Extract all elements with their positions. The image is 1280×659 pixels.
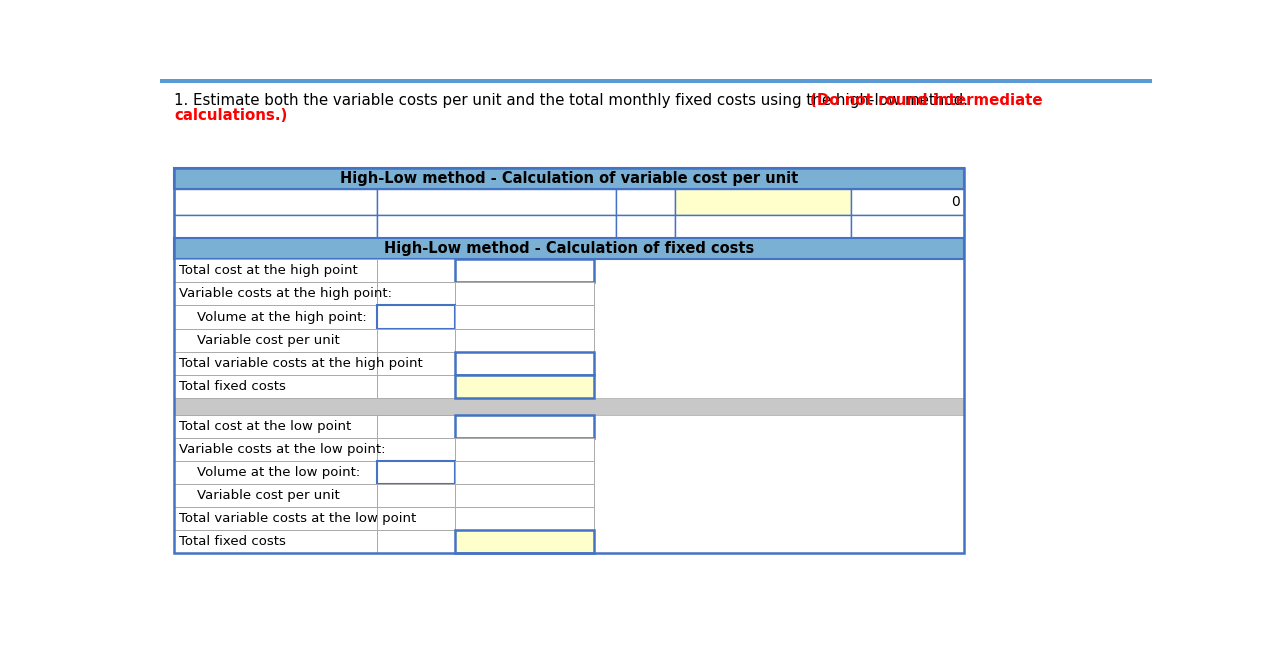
- FancyBboxPatch shape: [174, 415, 378, 438]
- Text: Total variable costs at the low point: Total variable costs at the low point: [179, 512, 416, 525]
- FancyBboxPatch shape: [378, 461, 454, 484]
- FancyBboxPatch shape: [174, 282, 378, 306]
- FancyBboxPatch shape: [378, 530, 454, 554]
- FancyBboxPatch shape: [174, 438, 378, 461]
- FancyBboxPatch shape: [454, 461, 594, 484]
- FancyBboxPatch shape: [616, 215, 675, 238]
- Text: Total cost at the high point: Total cost at the high point: [179, 264, 357, 277]
- FancyBboxPatch shape: [378, 189, 616, 215]
- FancyBboxPatch shape: [378, 507, 454, 530]
- Text: Total variable costs at the high point: Total variable costs at the high point: [179, 357, 422, 370]
- FancyBboxPatch shape: [675, 215, 851, 238]
- Text: Variable costs at the high point:: Variable costs at the high point:: [179, 287, 392, 301]
- FancyBboxPatch shape: [174, 507, 378, 530]
- FancyBboxPatch shape: [174, 484, 378, 507]
- FancyBboxPatch shape: [174, 329, 378, 352]
- FancyBboxPatch shape: [454, 352, 594, 375]
- FancyBboxPatch shape: [616, 189, 675, 215]
- FancyBboxPatch shape: [454, 484, 594, 507]
- Text: (Do not round intermediate: (Do not round intermediate: [810, 93, 1043, 108]
- FancyBboxPatch shape: [851, 189, 964, 215]
- FancyBboxPatch shape: [174, 189, 378, 215]
- FancyBboxPatch shape: [454, 530, 594, 554]
- Text: Variable costs at the low point:: Variable costs at the low point:: [179, 443, 385, 456]
- FancyBboxPatch shape: [454, 415, 594, 438]
- FancyBboxPatch shape: [174, 530, 378, 554]
- FancyBboxPatch shape: [174, 375, 378, 398]
- FancyBboxPatch shape: [378, 352, 454, 375]
- Text: 1. Estimate both the variable costs per unit and the total monthly fixed costs u: 1. Estimate both the variable costs per …: [174, 93, 973, 108]
- FancyBboxPatch shape: [378, 375, 454, 398]
- FancyBboxPatch shape: [378, 484, 454, 507]
- Text: High-Low method - Calculation of variable cost per unit: High-Low method - Calculation of variabl…: [340, 171, 799, 186]
- Text: Total cost at the low point: Total cost at the low point: [179, 420, 351, 433]
- FancyBboxPatch shape: [174, 167, 964, 189]
- FancyBboxPatch shape: [378, 438, 454, 461]
- FancyBboxPatch shape: [454, 306, 594, 329]
- Text: calculations.): calculations.): [174, 108, 287, 123]
- FancyBboxPatch shape: [675, 189, 851, 215]
- FancyBboxPatch shape: [454, 282, 594, 306]
- FancyBboxPatch shape: [378, 415, 454, 438]
- FancyBboxPatch shape: [378, 282, 454, 306]
- FancyBboxPatch shape: [851, 215, 964, 238]
- Text: Volume at the high point:: Volume at the high point:: [197, 310, 367, 324]
- Text: Total fixed costs: Total fixed costs: [179, 380, 285, 393]
- Text: Volume at the low point:: Volume at the low point:: [197, 466, 361, 479]
- FancyBboxPatch shape: [174, 215, 378, 238]
- FancyBboxPatch shape: [160, 79, 1152, 83]
- FancyBboxPatch shape: [378, 215, 616, 238]
- Text: Variable cost per unit: Variable cost per unit: [197, 333, 340, 347]
- FancyBboxPatch shape: [174, 259, 378, 282]
- FancyBboxPatch shape: [174, 238, 964, 259]
- FancyBboxPatch shape: [378, 329, 454, 352]
- FancyBboxPatch shape: [454, 507, 594, 530]
- Text: Variable cost per unit: Variable cost per unit: [197, 489, 340, 502]
- FancyBboxPatch shape: [174, 306, 378, 329]
- Text: Total fixed costs: Total fixed costs: [179, 535, 285, 548]
- FancyBboxPatch shape: [378, 259, 454, 282]
- FancyBboxPatch shape: [454, 259, 594, 282]
- Text: 0: 0: [951, 195, 960, 209]
- Text: High-Low method - Calculation of fixed costs: High-Low method - Calculation of fixed c…: [384, 241, 754, 256]
- FancyBboxPatch shape: [174, 461, 378, 484]
- FancyBboxPatch shape: [454, 375, 594, 398]
- FancyBboxPatch shape: [174, 352, 378, 375]
- FancyBboxPatch shape: [454, 329, 594, 352]
- FancyBboxPatch shape: [174, 398, 964, 415]
- FancyBboxPatch shape: [378, 306, 454, 329]
- FancyBboxPatch shape: [454, 438, 594, 461]
